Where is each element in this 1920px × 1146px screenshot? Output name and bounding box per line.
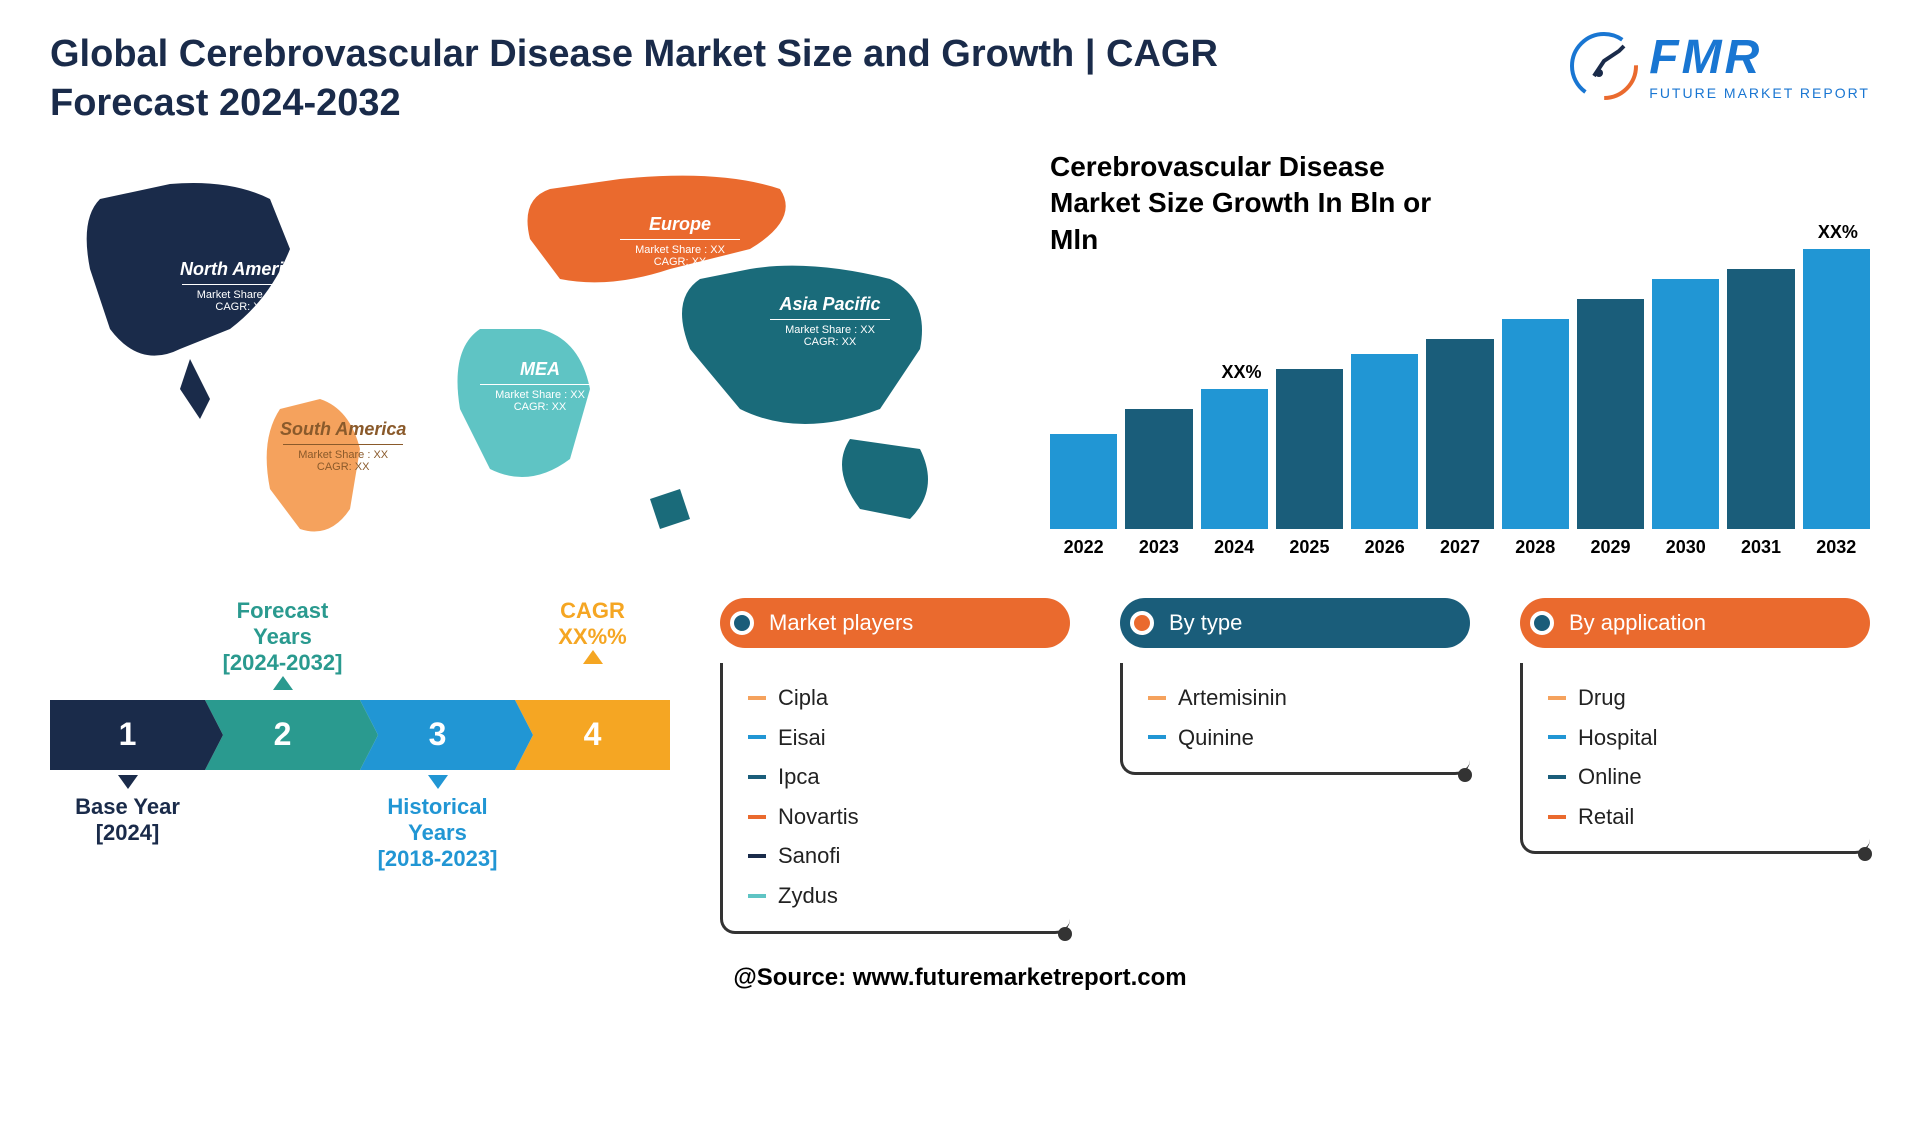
category-by-type: By type ArtemisininQuinine [1120, 598, 1470, 934]
list-item: Drug [1548, 678, 1850, 718]
bar-2030: 2030 [1652, 279, 1719, 558]
category-by-application: By application DrugHospitalOnlineRetail [1520, 598, 1870, 934]
top-section: North AmericaMarket Share : XXCAGR: XX So… [50, 149, 1870, 558]
logo-sub-text: FUTURE MARKET REPORT [1649, 85, 1870, 101]
category-pill: Market players [720, 598, 1070, 648]
list-item: Eisai [748, 718, 1050, 758]
list-item: Cipla [748, 678, 1050, 718]
bar-2026: 2026 [1351, 354, 1418, 558]
chart-title: Cerebrovascular Disease Market Size Grow… [1050, 149, 1450, 258]
timeline-segment-2: 2 [205, 700, 360, 770]
list-item: Novartis [748, 797, 1050, 837]
source-text: @Source: www.futuremarketreport.com [50, 964, 1870, 992]
bar-2031: 2031 [1727, 269, 1794, 558]
map-region-south-america: South AmericaMarket Share : XXCAGR: XX [280, 419, 406, 473]
timeline-top-label: Forecast Years[2024-2032] [205, 598, 360, 676]
category-pill: By application [1520, 598, 1870, 648]
timeline-bottom-label: Base Year[2024] [50, 794, 205, 846]
category-market-players: Market players CiplaEisaiIpcaNovartisSano… [720, 598, 1070, 934]
list-item: Artemisinin [1148, 678, 1450, 718]
list-item: Retail [1548, 797, 1850, 837]
list-item: Ipca [748, 757, 1050, 797]
map-region-mea: MEAMarket Share : XXCAGR: XX [480, 359, 600, 413]
bottom-section: Forecast Years[2024-2032] CAGRXX%% 1234 B… [50, 598, 1870, 934]
list-item: Quinine [1148, 718, 1450, 758]
category-pill: By type [1120, 598, 1470, 648]
bar-2032: 2032 [1803, 249, 1870, 558]
map-svg [50, 149, 1010, 549]
timeline-bottom-label: Historical Years[2018-2023] [360, 794, 515, 872]
page-title: Global Cerebrovascular Disease Market Si… [50, 30, 1350, 129]
logo-main-text: FMR [1649, 30, 1870, 85]
logo: FMR FUTURE MARKET REPORT [1569, 30, 1870, 101]
map-region-north-america: North AmericaMarket Share : XXCAGR: XX [180, 259, 303, 313]
chart-bars: 2022202320242025202620272028202920302031… [1050, 278, 1870, 558]
bar-2028: 2028 [1502, 319, 1569, 558]
chart-annotation: XX% [1818, 222, 1858, 243]
timeline-top-label: CAGRXX%% [515, 598, 670, 650]
map-region-europe: EuropeMarket Share : XXCAGR: XX [620, 214, 740, 268]
chart-annotation: XX% [1221, 362, 1261, 383]
header: Global Cerebrovascular Disease Market Si… [50, 30, 1870, 129]
world-map: North AmericaMarket Share : XXCAGR: XX So… [50, 149, 1010, 549]
timeline-labels-bottom: Base Year[2024] Historical Years[2018-202… [50, 775, 670, 872]
list-item: Zydus [748, 876, 1050, 916]
list-item: Online [1548, 757, 1850, 797]
logo-icon [1569, 31, 1639, 101]
timeline-labels-top: Forecast Years[2024-2032] CAGRXX%% [50, 598, 670, 695]
list-item: Sanofi [748, 836, 1050, 876]
timeline-bar: 1234 [50, 700, 670, 770]
timeline-segment-1: 1 [50, 700, 205, 770]
bar-2027: 2027 [1426, 339, 1493, 558]
map-region-asia-pacific: Asia PacificMarket Share : XXCAGR: XX [770, 294, 890, 348]
bar-2029: 2029 [1577, 299, 1644, 558]
bar-chart: Cerebrovascular Disease Market Size Grow… [1050, 149, 1870, 558]
bar-2023: 2023 [1125, 409, 1192, 558]
categories-row: Market players CiplaEisaiIpcaNovartisSano… [720, 598, 1870, 934]
list-item: Hospital [1548, 718, 1850, 758]
bar-2022: 2022 [1050, 434, 1117, 558]
bar-2024: 2024 [1201, 389, 1268, 558]
timeline-segment-4: 4 [515, 700, 670, 770]
timeline: Forecast Years[2024-2032] CAGRXX%% 1234 B… [50, 598, 670, 934]
timeline-segment-3: 3 [360, 700, 515, 770]
bar-2025: 2025 [1276, 369, 1343, 558]
